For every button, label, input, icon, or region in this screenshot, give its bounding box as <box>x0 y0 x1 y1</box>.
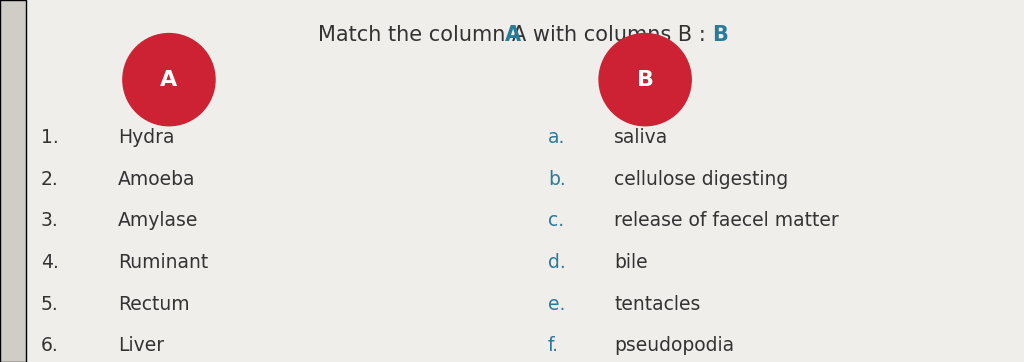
Text: a.: a. <box>548 128 565 147</box>
Text: A: A <box>505 25 521 45</box>
Text: 6.: 6. <box>41 336 58 355</box>
Text: Amylase: Amylase <box>118 211 198 230</box>
Text: B: B <box>637 70 653 90</box>
Text: Ruminant: Ruminant <box>118 253 208 272</box>
Text: tentacles: tentacles <box>614 295 700 313</box>
Text: Rectum: Rectum <box>118 295 189 313</box>
Text: Amoeba: Amoeba <box>118 170 196 189</box>
Text: pseudopodia: pseudopodia <box>614 336 734 355</box>
Text: Liver: Liver <box>118 336 164 355</box>
Text: 4.: 4. <box>41 253 58 272</box>
Text: cellulose digesting: cellulose digesting <box>614 170 788 189</box>
Text: 1.: 1. <box>41 128 58 147</box>
Text: f.: f. <box>548 336 559 355</box>
Text: release of faecel matter: release of faecel matter <box>614 211 839 230</box>
Text: Hydra: Hydra <box>118 128 174 147</box>
Text: 2.: 2. <box>41 170 58 189</box>
Text: saliva: saliva <box>614 128 669 147</box>
Text: e.: e. <box>548 295 565 313</box>
Text: Match the column A with columns B :: Match the column A with columns B : <box>318 25 706 45</box>
Text: A: A <box>161 70 177 90</box>
Text: B: B <box>713 25 728 45</box>
Ellipse shape <box>123 34 215 126</box>
Ellipse shape <box>599 34 691 126</box>
Text: b.: b. <box>548 170 565 189</box>
Text: d.: d. <box>548 253 565 272</box>
Text: c.: c. <box>548 211 564 230</box>
Text: 3.: 3. <box>41 211 58 230</box>
Text: 5.: 5. <box>41 295 58 313</box>
Text: bile: bile <box>614 253 648 272</box>
FancyBboxPatch shape <box>0 0 26 362</box>
